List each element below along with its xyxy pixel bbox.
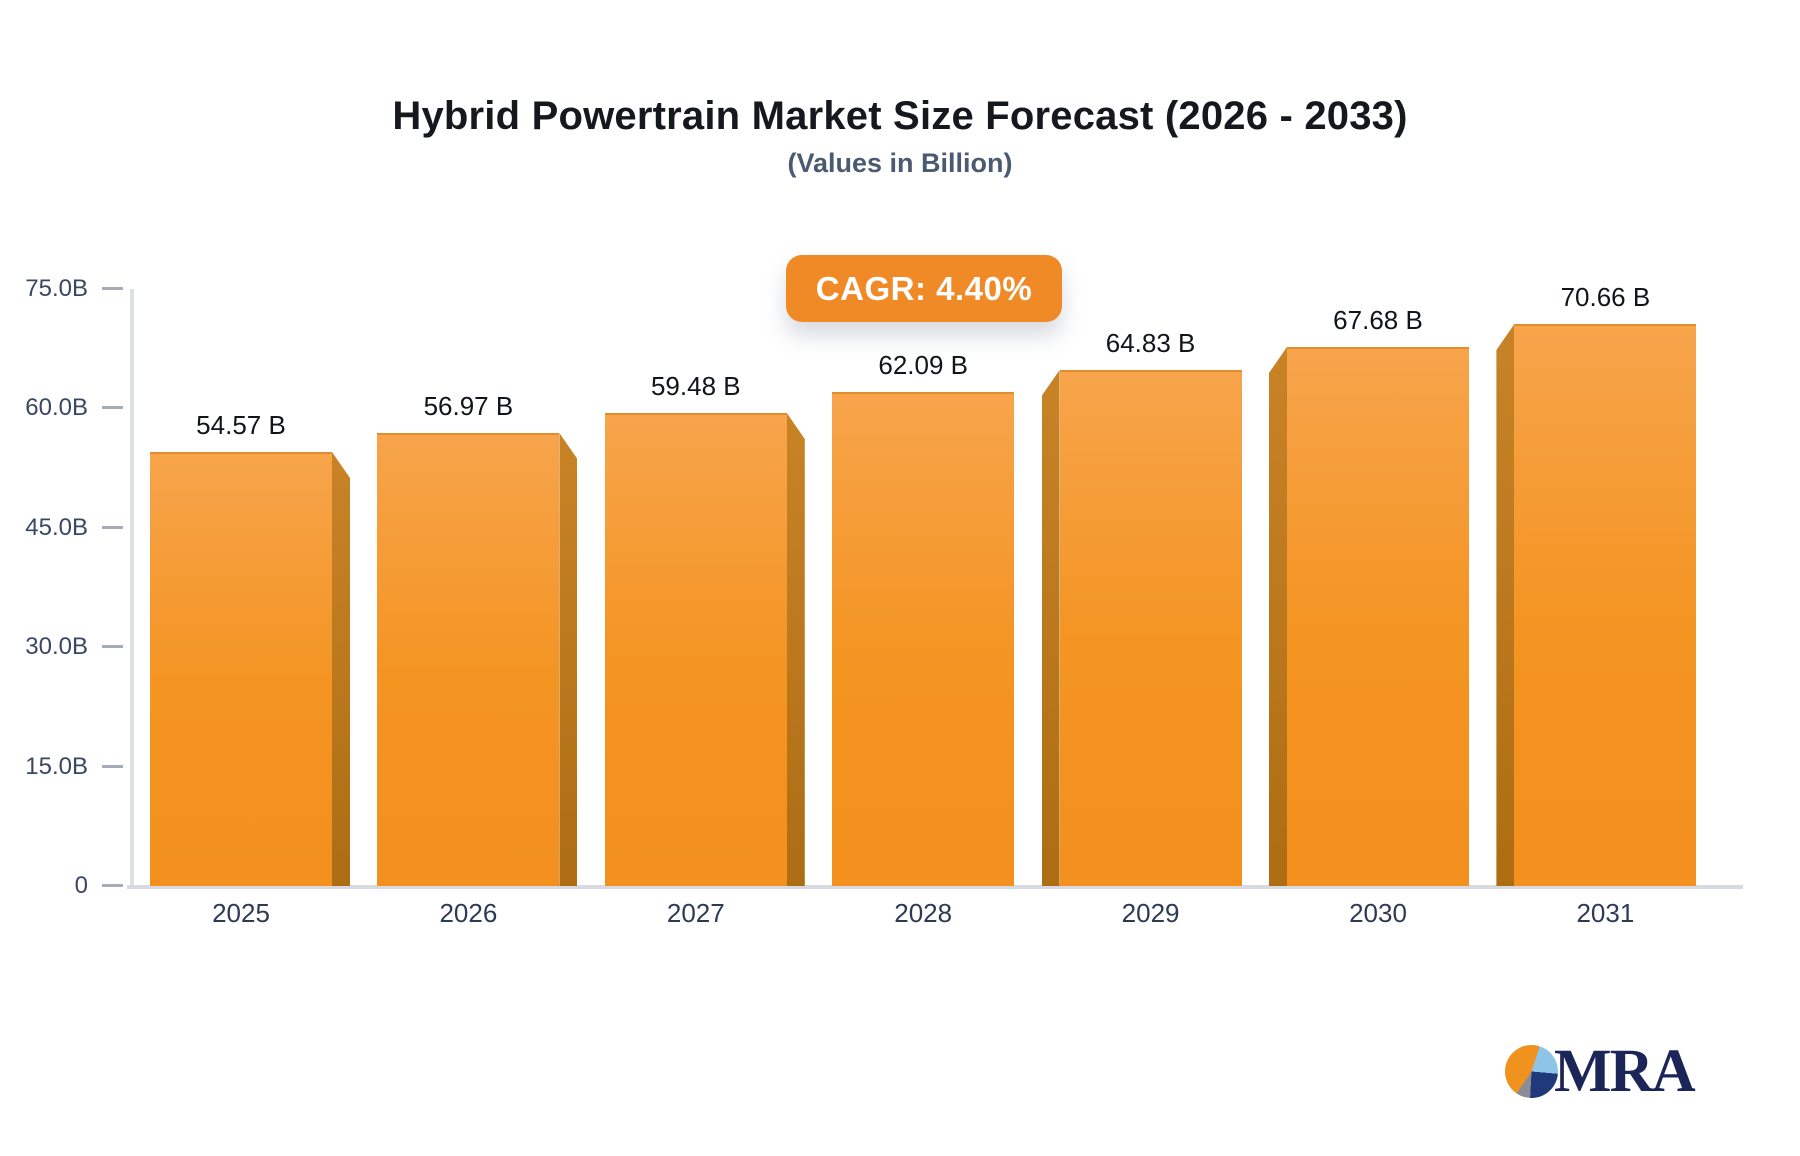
x-axis-label: 2029 [1121,898,1180,928]
bar-side [1496,324,1515,886]
bar-face [1059,370,1242,886]
page-title: Hybrid Powertrain Market Size Forecast (… [392,94,1408,138]
bar-value-label: 59.48 B [650,371,741,401]
logo-text: MRA [1554,1037,1696,1105]
y-tick-dash [102,764,123,768]
bar-2031 [1496,324,1697,886]
bar-face [377,433,560,886]
y-tick-dash [102,287,123,290]
y-tick-dash [102,525,123,529]
x-axis-label: 2027 [666,898,725,928]
bar-value-label: 62.09 B [878,350,968,380]
pie-chart-icon [1505,1044,1558,1098]
x-axis-label: 2030 [1349,898,1407,928]
y-tick-label: 75.0B [25,275,88,302]
cagr-badge: CAGR: 4.40% [786,255,1062,322]
bar-2026 [377,433,578,886]
bar-2029 [1041,370,1242,886]
cagr-badge-label: CAGR: 4.40% [815,269,1033,307]
bar-face [1514,324,1697,886]
bar-side [786,413,805,886]
x-axis-label: 2025 [212,898,270,928]
bar-side [1041,370,1060,886]
x-axis-label: 2028 [894,898,953,928]
bar-side [1269,347,1287,886]
bar-face [604,413,787,886]
x-axis-label: 2026 [439,898,498,928]
bar-value-label: 56.97 B [423,391,514,421]
brand-logo: MRA [1505,1036,1696,1106]
chart-subtitle: (Values in Billion) [787,148,1013,178]
bar-2030 [1269,347,1469,886]
y-tick-dash [102,645,123,649]
bar-side [332,452,350,886]
bar-value-label: 64.83 B [1105,328,1196,358]
x-axis-label: 2031 [1576,898,1635,928]
bar-value-label: 54.57 B [196,410,286,440]
bar-2028 [832,392,1015,886]
bar-face [1287,347,1469,886]
bar-2027 [604,413,805,886]
bar-value-label: 67.68 B [1333,305,1423,335]
y-tick-dash [102,406,123,410]
bar-2025 [150,452,350,886]
bar-face [150,452,332,886]
bar-side [559,433,578,886]
x-axis-line [127,885,1743,889]
y-tick-dash [102,884,123,887]
y-tick-label: 0 [74,872,88,899]
y-axis-line [130,289,134,887]
bar-value-label: 70.66 B [1560,282,1651,312]
bar-face [832,392,1015,886]
y-tick-label: 60.0B [25,394,88,422]
y-tick-label: 15.0B [25,752,88,780]
y-tick-label: 30.0B [25,633,88,661]
y-tick-label: 45.0B [25,513,88,541]
